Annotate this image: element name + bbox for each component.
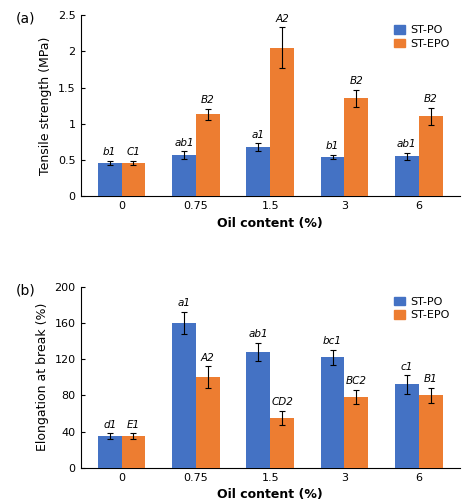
Bar xyxy=(246,352,270,468)
Text: B2: B2 xyxy=(424,94,438,104)
Bar xyxy=(196,377,219,468)
Bar xyxy=(419,117,443,196)
Text: b1: b1 xyxy=(103,147,116,157)
Text: B2: B2 xyxy=(349,76,363,86)
Text: (a): (a) xyxy=(16,12,36,26)
Bar xyxy=(246,147,270,196)
Text: bc1: bc1 xyxy=(323,337,342,347)
Text: a1: a1 xyxy=(252,130,265,140)
Bar xyxy=(270,418,294,468)
Y-axis label: Elongation at break (%): Elongation at break (%) xyxy=(36,303,49,451)
Text: A2: A2 xyxy=(201,353,215,363)
Bar xyxy=(122,163,146,196)
Bar xyxy=(345,397,368,468)
Text: B2: B2 xyxy=(201,95,215,105)
Bar xyxy=(172,323,196,468)
Bar xyxy=(395,156,419,196)
Bar xyxy=(395,384,419,468)
Text: ab1: ab1 xyxy=(174,138,194,148)
Bar xyxy=(419,395,443,468)
Bar xyxy=(345,99,368,196)
Text: c1: c1 xyxy=(401,362,413,372)
Text: BC2: BC2 xyxy=(346,376,367,386)
Bar xyxy=(270,48,294,196)
Text: E1: E1 xyxy=(127,420,140,430)
Bar xyxy=(98,436,122,468)
Text: d1: d1 xyxy=(103,420,116,430)
Text: CD2: CD2 xyxy=(271,397,293,407)
Bar xyxy=(321,357,345,468)
Bar xyxy=(122,436,146,468)
Text: b1: b1 xyxy=(326,141,339,151)
Text: (b): (b) xyxy=(16,283,36,297)
Bar xyxy=(196,114,219,196)
Text: ab1: ab1 xyxy=(248,329,268,339)
Y-axis label: Tensile strength (MPa): Tensile strength (MPa) xyxy=(39,36,53,175)
Text: a1: a1 xyxy=(177,298,191,308)
Text: B1: B1 xyxy=(424,375,438,384)
X-axis label: Oil content (%): Oil content (%) xyxy=(217,217,323,229)
Text: ab1: ab1 xyxy=(397,139,417,149)
Legend: ST-PO, ST-EPO: ST-PO, ST-EPO xyxy=(389,21,454,53)
Bar xyxy=(321,157,345,196)
Legend: ST-PO, ST-EPO: ST-PO, ST-EPO xyxy=(389,292,454,325)
Text: C1: C1 xyxy=(127,147,140,157)
Text: A2: A2 xyxy=(275,14,289,24)
Bar xyxy=(172,155,196,196)
X-axis label: Oil content (%): Oil content (%) xyxy=(217,488,323,501)
Bar xyxy=(98,163,122,196)
